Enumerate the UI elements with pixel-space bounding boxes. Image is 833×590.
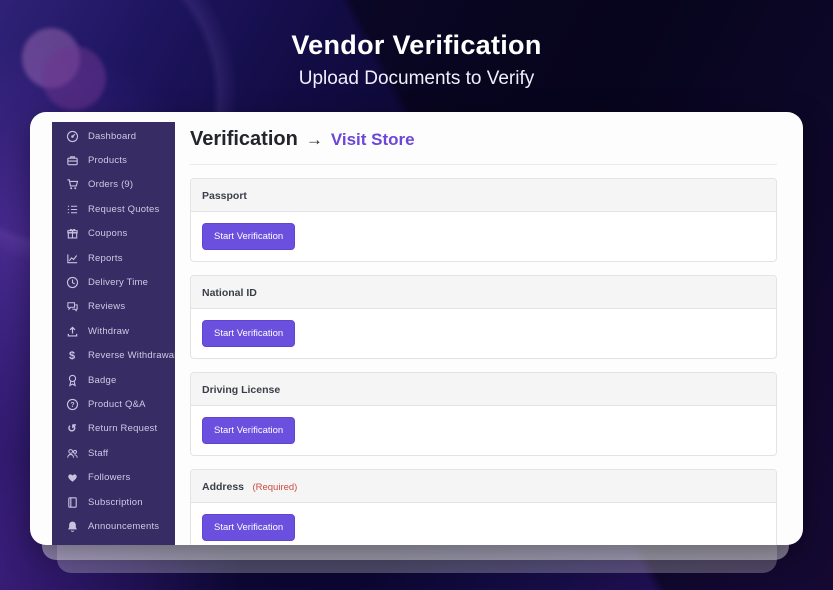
sidebar-item-staff[interactable]: Staff <box>52 441 175 465</box>
sidebar-item-coupons[interactable]: Coupons <box>52 222 175 246</box>
sidebar-item-reports[interactable]: Reports <box>52 246 175 270</box>
medal-icon <box>65 373 79 387</box>
start-verification-button[interactable]: Start Verification <box>202 320 296 347</box>
sidebar-item-withdraw[interactable]: Withdraw <box>52 319 175 343</box>
bell-icon <box>65 519 79 533</box>
sidebar-item-label: Withdraw <box>88 325 130 337</box>
sidebar-item-reviews[interactable]: Reviews <box>52 295 175 319</box>
sidebar-item-products[interactable]: Products <box>52 148 175 172</box>
sidebar-item-badge[interactable]: Badge <box>52 368 175 392</box>
sidebar-item-partial[interactable] <box>52 539 175 545</box>
section-body: Start Verification <box>191 406 776 455</box>
svg-text:?: ? <box>70 402 74 409</box>
chart-line-icon <box>65 251 79 265</box>
visit-store-link[interactable]: Visit Store <box>330 130 415 149</box>
sidebar-item-label: Reverse Withdrawal <box>88 350 175 362</box>
start-verification-button[interactable]: Start Verification <box>202 223 296 250</box>
clock-icon <box>65 276 79 290</box>
sidebar-item-label: Product Q&A <box>88 398 146 410</box>
heart-icon <box>65 471 79 485</box>
required-badge: (Required) <box>252 482 298 493</box>
sidebar-item-dashboard[interactable]: Dashboard <box>52 124 175 148</box>
partial-icon <box>65 544 79 545</box>
cart-icon <box>65 178 79 192</box>
question-circle-icon: ? <box>65 397 79 411</box>
start-verification-button[interactable]: Start Verification <box>202 514 296 541</box>
sidebar-item-label: Return Request <box>88 423 158 435</box>
chat-icon <box>65 300 79 314</box>
book-icon <box>65 495 79 509</box>
gift-icon <box>65 227 79 241</box>
start-verification-button[interactable]: Start Verification <box>202 417 296 444</box>
dollar-icon: $ <box>68 349 76 362</box>
sidebar-item-orders[interactable]: Orders (9) <box>52 173 175 197</box>
section-body: Start Verification <box>191 503 776 545</box>
decorative-blob-purple <box>42 46 106 110</box>
sidebar-item-followers[interactable]: Followers <box>52 465 175 489</box>
page-banner: Vendor Verification Upload Documents to … <box>0 0 833 90</box>
section-passport: Passport Start Verification <box>190 178 777 262</box>
section-address: Address (Required) Start Verification <box>190 469 777 545</box>
sidebar-item-label: Reports <box>88 252 123 264</box>
list-icon <box>65 202 79 216</box>
section-header: National ID <box>191 276 776 309</box>
sidebar-item-request-quotes[interactable]: Request Quotes <box>52 197 175 221</box>
page-title: Verification <box>190 128 298 150</box>
sidebar-item-label: Staff <box>88 447 109 459</box>
sidebar-item-label: Orders (9) <box>88 179 134 191</box>
banner-subtitle: Upload Documents to Verify <box>298 68 535 89</box>
section-header: Address (Required) <box>191 470 776 503</box>
banner-title: Vendor Verification <box>291 30 542 60</box>
section-header: Passport <box>191 179 776 212</box>
sidebar-item-return-request[interactable]: ↺ Return Request <box>52 417 175 441</box>
sidebar-item-label: Delivery Time <box>88 277 149 289</box>
sidebar-item-reverse-withdrawal[interactable]: $ Reverse Withdrawal <box>52 344 175 368</box>
heading-divider <box>190 164 777 165</box>
sidebar-item-label: Products <box>88 155 128 167</box>
sidebar-item-label: Subscription <box>88 496 143 508</box>
vendor-sidebar: Dashboard Products Orders (9) Request Qu… <box>52 122 175 545</box>
section-body: Start Verification <box>191 309 776 358</box>
section-body: Start Verification <box>191 212 776 261</box>
sidebar-item-label: Reviews <box>88 301 126 313</box>
arrow-right-icon: → <box>305 130 323 149</box>
sidebar-item-subscription[interactable]: Subscription <box>52 490 175 514</box>
verification-content: Verification → Visit Store Passport Star… <box>190 122 777 545</box>
section-title: Address <box>202 481 245 493</box>
section-national-id: National ID Start Verification <box>190 275 777 359</box>
page-heading-row: Verification → Visit Store <box>190 128 777 151</box>
section-driving-license: Driving License Start Verification <box>190 372 777 456</box>
sidebar-item-label: Followers <box>88 472 131 484</box>
users-icon <box>65 446 79 460</box>
briefcase-icon <box>65 154 79 168</box>
upload-icon <box>65 324 79 338</box>
sidebar-item-label: Request Quotes <box>88 203 160 215</box>
section-header: Driving License <box>191 373 776 406</box>
sidebar-item-delivery-time[interactable]: Delivery Time <box>52 270 175 294</box>
sidebar-item-label: Dashboard <box>88 130 137 142</box>
section-title: National ID <box>202 287 257 299</box>
sidebar-item-label: Coupons <box>88 228 128 240</box>
sidebar-item-product-qa[interactable]: ? Product Q&A <box>52 392 175 416</box>
section-title: Driving License <box>202 384 281 396</box>
sidebar-item-label: Badge <box>88 374 117 386</box>
sidebar-item-label: Announcements <box>88 520 160 532</box>
undo-icon: ↺ <box>67 423 77 436</box>
section-title: Passport <box>202 190 247 202</box>
dashboard-card: Dashboard Products Orders (9) Request Qu… <box>30 112 803 545</box>
sidebar-item-announcements[interactable]: Announcements <box>52 514 175 538</box>
dashboard-icon <box>65 129 79 143</box>
